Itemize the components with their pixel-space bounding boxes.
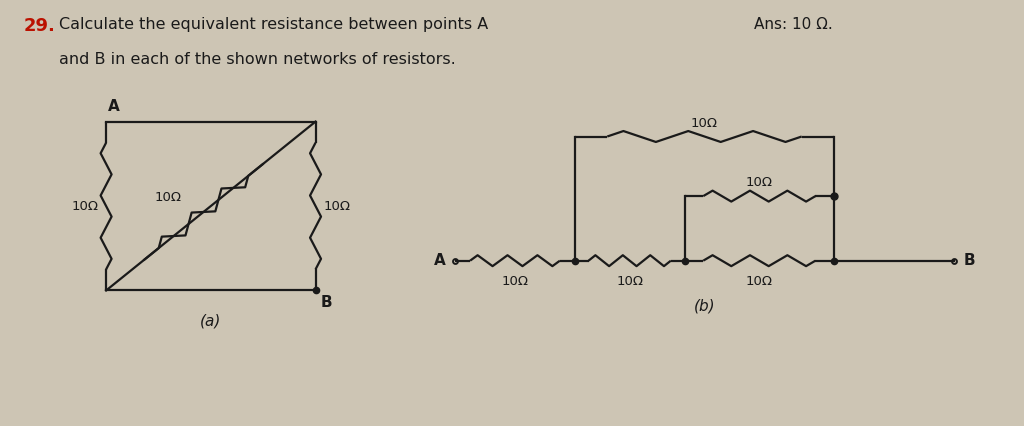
- Text: 10Ω: 10Ω: [745, 275, 773, 288]
- Text: A: A: [109, 99, 120, 114]
- Text: 10Ω: 10Ω: [71, 199, 98, 213]
- Text: 10Ω: 10Ω: [155, 191, 181, 204]
- Text: Ans: 10 Ω.: Ans: 10 Ω.: [755, 17, 834, 32]
- Text: A: A: [433, 253, 445, 268]
- Text: B: B: [321, 296, 332, 311]
- Text: (b): (b): [693, 298, 716, 314]
- Text: (a): (a): [200, 313, 221, 328]
- Text: 10Ω: 10Ω: [616, 275, 643, 288]
- Text: Calculate the equivalent resistance between points A: Calculate the equivalent resistance betw…: [59, 17, 488, 32]
- Text: 10Ω: 10Ω: [324, 199, 350, 213]
- Text: 10Ω: 10Ω: [691, 117, 718, 130]
- Text: 10Ω: 10Ω: [745, 176, 773, 189]
- Text: B: B: [964, 253, 976, 268]
- Text: 10Ω: 10Ω: [502, 275, 528, 288]
- Text: 29.: 29.: [24, 17, 55, 35]
- Text: and B in each of the shown networks of resistors.: and B in each of the shown networks of r…: [59, 52, 456, 67]
